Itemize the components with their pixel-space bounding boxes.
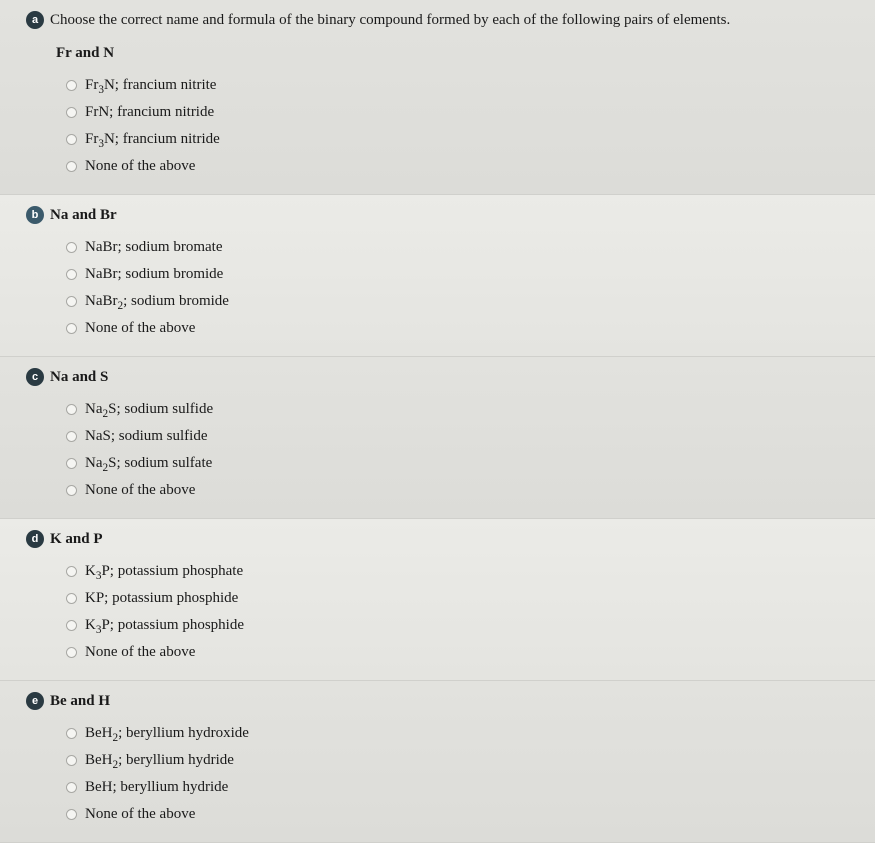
- quiz-container: a Choose the correct name and formula of …: [0, 0, 875, 843]
- option-text: NaS; sodium sulfide: [85, 426, 208, 447]
- option-text: K3P; potassium phosphide: [85, 615, 244, 636]
- option-row[interactable]: Fr3N; francium nitrite: [66, 72, 875, 99]
- option-text: Fr3N; francium nitride: [85, 129, 220, 150]
- radio-button[interactable]: [66, 620, 77, 631]
- question-letter-badge: c: [26, 368, 44, 386]
- radio-button[interactable]: [66, 296, 77, 307]
- element-pair-label: Na and Br: [50, 205, 117, 226]
- option-text: KP; potassium phosphide: [85, 588, 238, 609]
- radio-button[interactable]: [66, 134, 77, 145]
- option-row[interactable]: NaS; sodium sulfide: [66, 423, 875, 450]
- option-text: None of the above: [85, 318, 195, 339]
- question-header: b Na and Br: [0, 203, 875, 234]
- question-letter-badge: b: [26, 206, 44, 224]
- option-text: NaBr; sodium bromate: [85, 237, 222, 258]
- radio-button[interactable]: [66, 431, 77, 442]
- question-block-e: eBe and HBeH2; beryllium hydroxideBeH2; …: [0, 681, 875, 843]
- option-text: NaBr; sodium bromide: [85, 264, 223, 285]
- option-text: K3P; potassium phosphate: [85, 561, 243, 582]
- option-text: Fr3N; francium nitrite: [85, 75, 216, 96]
- option-text: Na2S; sodium sulfate: [85, 453, 212, 474]
- option-row[interactable]: BeH2; beryllium hydride: [66, 747, 875, 774]
- question-letter-badge: d: [26, 530, 44, 548]
- question-block-b: bNa and BrNaBr; sodium bromateNaBr; sodi…: [0, 195, 875, 357]
- question-header: a Choose the correct name and formula of …: [0, 8, 875, 39]
- option-row[interactable]: K3P; potassium phosphide: [66, 612, 875, 639]
- option-text: None of the above: [85, 642, 195, 663]
- radio-button[interactable]: [66, 404, 77, 415]
- option-row[interactable]: FrN; francium nitride: [66, 99, 875, 126]
- option-text: None of the above: [85, 804, 195, 825]
- option-row[interactable]: None of the above: [66, 801, 875, 828]
- option-text: BeH2; beryllium hydroxide: [85, 723, 249, 744]
- option-text: FrN; francium nitride: [85, 102, 214, 123]
- option-text: None of the above: [85, 156, 195, 177]
- radio-button[interactable]: [66, 647, 77, 658]
- option-row[interactable]: KP; potassium phosphide: [66, 585, 875, 612]
- option-row[interactable]: Fr3N; francium nitride: [66, 126, 875, 153]
- option-row[interactable]: None of the above: [66, 477, 875, 504]
- option-text: BeH2; beryllium hydride: [85, 750, 234, 771]
- element-pair-label: Na and S: [50, 367, 108, 388]
- radio-button[interactable]: [66, 323, 77, 334]
- option-row[interactable]: None of the above: [66, 153, 875, 180]
- option-row[interactable]: NaBr; sodium bromide: [66, 261, 875, 288]
- question-header: e Be and H: [0, 689, 875, 720]
- option-text: Na2S; sodium sulfide: [85, 399, 213, 420]
- radio-button[interactable]: [66, 782, 77, 793]
- radio-button[interactable]: [66, 458, 77, 469]
- option-row[interactable]: Na2S; sodium sulfide: [66, 396, 875, 423]
- question-letter-badge: a: [26, 11, 44, 29]
- radio-button[interactable]: [66, 242, 77, 253]
- question-intro-text: Choose the correct name and formula of t…: [50, 10, 730, 31]
- question-header: d K and P: [0, 527, 875, 558]
- radio-button[interactable]: [66, 485, 77, 496]
- question-block-d: d K and P K3P; potassium phosphate KP; pota…: [0, 519, 875, 681]
- options-list: NaBr; sodium bromate NaBr; sodium bromide…: [0, 234, 875, 342]
- element-pair-label: Fr and N: [0, 39, 875, 72]
- option-row[interactable]: None of the above: [66, 315, 875, 342]
- radio-button[interactable]: [66, 593, 77, 604]
- question-letter-badge: e: [26, 692, 44, 710]
- radio-button[interactable]: [66, 107, 77, 118]
- option-text: NaBr2; sodium bromide: [85, 291, 229, 312]
- question-block-c: c Na and S Na2S; sodium sulfide NaS; sodium…: [0, 357, 875, 519]
- radio-button[interactable]: [66, 80, 77, 91]
- option-row[interactable]: NaBr; sodium bromate: [66, 234, 875, 261]
- options-list: Fr3N; francium nitrite FrN; francium nitr…: [0, 72, 875, 180]
- options-list: K3P; potassium phosphate KP; potassium ph…: [0, 558, 875, 666]
- radio-button[interactable]: [66, 269, 77, 280]
- element-pair-label: K and P: [50, 529, 103, 550]
- option-row[interactable]: BeH2; beryllium hydroxide: [66, 720, 875, 747]
- question-header: c Na and S: [0, 365, 875, 396]
- option-text: None of the above: [85, 480, 195, 501]
- radio-button[interactable]: [66, 161, 77, 172]
- option-row[interactable]: K3P; potassium phosphate: [66, 558, 875, 585]
- option-row[interactable]: NaBr2; sodium bromide: [66, 288, 875, 315]
- question-block-a: a Choose the correct name and formula of …: [0, 0, 875, 195]
- radio-button[interactable]: [66, 566, 77, 577]
- radio-button[interactable]: [66, 809, 77, 820]
- element-pair-label: Be and H: [50, 691, 110, 712]
- options-list: BeH2; beryllium hydroxide BeH2; beryllium…: [0, 720, 875, 828]
- option-text: BeH; beryllium hydride: [85, 777, 228, 798]
- options-list: Na2S; sodium sulfide NaS; sodium sulfide N…: [0, 396, 875, 504]
- radio-button[interactable]: [66, 728, 77, 739]
- option-row[interactable]: BeH; beryllium hydride: [66, 774, 875, 801]
- radio-button[interactable]: [66, 755, 77, 766]
- option-row[interactable]: Na2S; sodium sulfate: [66, 450, 875, 477]
- option-row[interactable]: None of the above: [66, 639, 875, 666]
